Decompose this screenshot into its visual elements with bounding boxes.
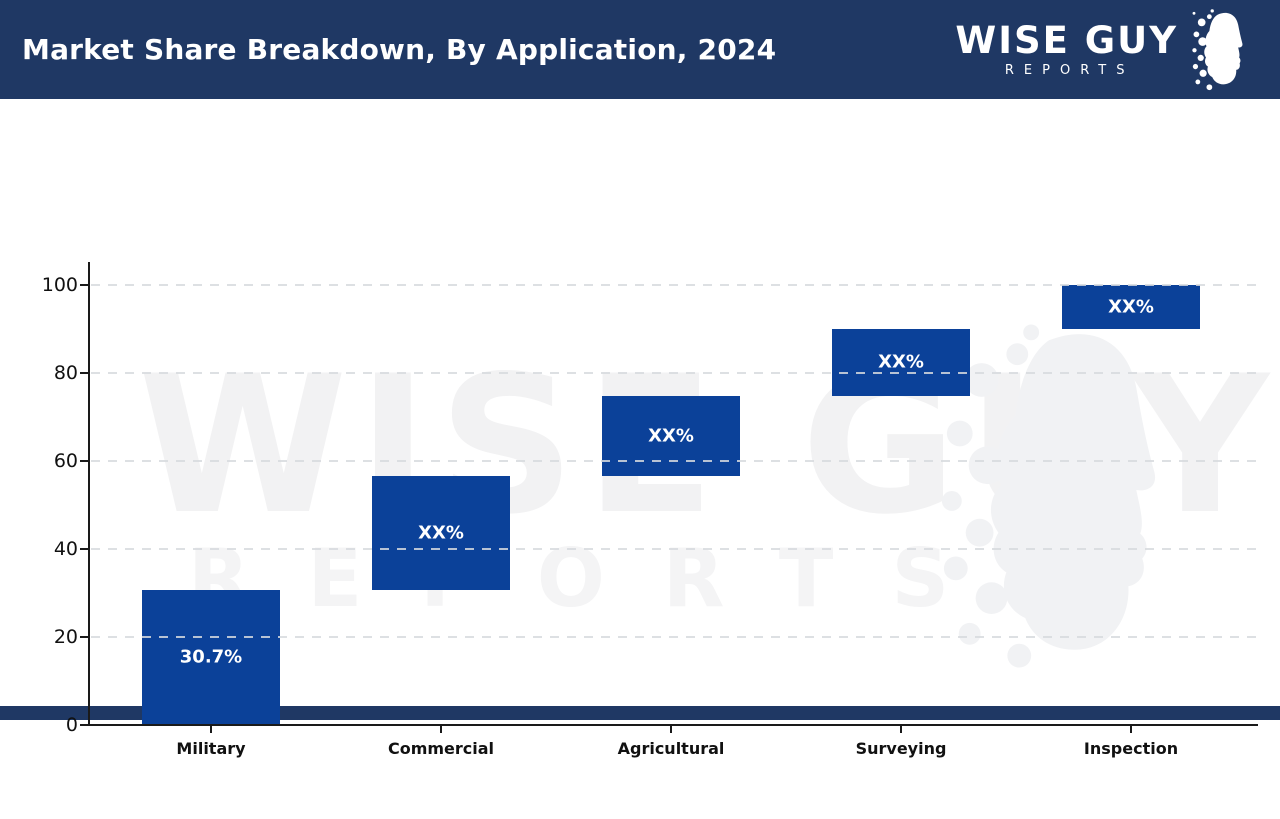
x-axis-tick <box>1130 726 1132 733</box>
x-axis-category-label: Agricultural <box>617 739 725 758</box>
gridline <box>91 548 1256 550</box>
y-axis-tick-label: 0 <box>65 714 78 736</box>
y-axis-line <box>88 262 90 726</box>
gridline <box>91 284 1256 286</box>
gridline <box>91 460 1256 462</box>
x-axis-category-label: Commercial <box>387 739 495 758</box>
y-axis-tick <box>80 636 89 638</box>
x-axis-category-label: Military <box>176 739 246 758</box>
brand-logo: WISE GUY REPORTS <box>955 8 1260 92</box>
bar-agricultural: XX% <box>602 395 740 476</box>
x-axis-category-label: Surveying <box>855 739 947 758</box>
x-axis-line <box>88 724 1258 726</box>
bar-value-label: XX% <box>418 522 464 544</box>
x-axis-tick <box>900 726 902 733</box>
brand-face-icon <box>1192 8 1243 90</box>
footer-bar <box>0 706 1280 720</box>
gridline <box>91 372 1256 374</box>
gridline <box>91 636 1256 638</box>
bar-value-label: XX% <box>1108 296 1154 318</box>
y-axis-tick <box>80 724 89 726</box>
watermark-subtitle-text: REPORTS <box>188 532 1008 625</box>
bar-surveying: XX% <box>832 329 970 396</box>
bar-value-label: 30.7% <box>179 646 243 668</box>
y-axis-tick-label: 60 <box>53 450 78 472</box>
y-axis-tick-label: 80 <box>53 362 78 384</box>
x-axis-tick <box>210 726 212 733</box>
bar-military: 30.7% <box>142 589 280 725</box>
chart-canvas: WISE GUY REPORTS 30.7%XX%XX%XX%XX%020406… <box>0 99 1280 758</box>
x-axis-tick <box>670 726 672 733</box>
x-axis-category-label: Inspection <box>1083 739 1179 758</box>
y-axis-tick-label: 20 <box>53 626 78 648</box>
watermark-face-icon <box>941 324 1156 668</box>
header-bar: Market Share Breakdown, By Application, … <box>0 0 1280 99</box>
y-axis-tick <box>80 548 89 550</box>
y-axis-tick <box>80 284 89 286</box>
bar-value-label: XX% <box>878 351 924 373</box>
brand-logo-text: WISE GUY REPORTS <box>955 22 1178 77</box>
brand-subtitle: REPORTS <box>1004 63 1135 78</box>
x-axis-tick <box>440 726 442 733</box>
y-axis-tick <box>80 460 89 462</box>
bar-inspection: XX% <box>1062 285 1200 329</box>
y-axis-tick-label: 40 <box>53 538 78 560</box>
bar-commercial: XX% <box>372 475 510 590</box>
y-axis-tick-label: 100 <box>41 274 78 296</box>
brand-name: WISE GUY <box>955 19 1178 62</box>
bar-value-label: XX% <box>648 425 694 447</box>
page-title: Market Share Breakdown, By Application, … <box>22 33 777 66</box>
y-axis-tick <box>80 372 89 374</box>
